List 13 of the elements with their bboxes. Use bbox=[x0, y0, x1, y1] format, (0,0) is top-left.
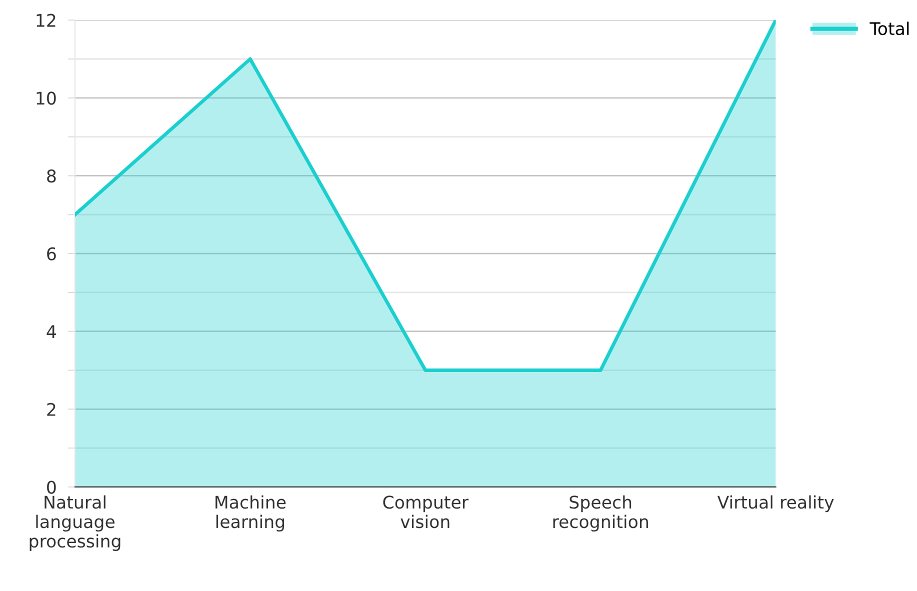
y-tick-label: 12 bbox=[36, 14, 56, 27]
y-tick-label: 4 bbox=[46, 325, 56, 338]
x-tick-label: Speech recognition bbox=[553, 495, 648, 532]
legend-label: Total bbox=[870, 22, 909, 36]
y-tick-label: 10 bbox=[36, 92, 56, 105]
y-tick-label: 2 bbox=[47, 402, 56, 416]
y-tick-label: 0 bbox=[47, 480, 56, 494]
x-tick-label: Computer vision bbox=[383, 496, 469, 528]
y-tick-label: 8 bbox=[47, 169, 56, 183]
x-tick-label: Machine learning bbox=[216, 495, 286, 532]
x-tick-label: Virtual reality bbox=[717, 495, 834, 512]
x-tick-label: Natural language processing bbox=[30, 495, 120, 551]
y-tick-label: 6 bbox=[47, 247, 56, 260]
